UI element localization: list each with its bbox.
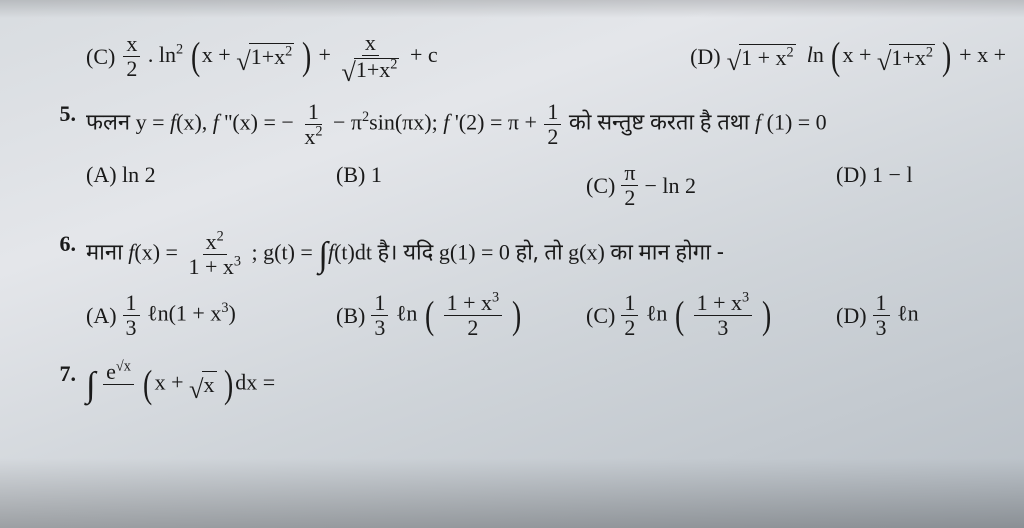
option-label: (C)	[586, 173, 615, 199]
option-label: (B)	[336, 162, 365, 187]
question-number: 5.	[40, 101, 86, 127]
bottom-shadow	[0, 458, 1024, 528]
q6-option-a: (A) 13 ℓn(1 + x3)	[86, 292, 336, 339]
option-label: (A)	[86, 303, 117, 329]
q5-options: (A) ln 2 (B) 1 (C) π2 − ln 2 (D) 1 − l	[86, 162, 1006, 209]
option-label: (D)	[690, 44, 721, 70]
q4-options-tail: (C) x2 . ln2 (x + √1+x2 ) + x √1+x2 + c …	[86, 32, 1006, 81]
question-number: 6.	[40, 231, 86, 257]
q4-option-c: (C) x2 . ln2 (x + √1+x2 ) + x √1+x2 + c	[86, 32, 438, 81]
option-text: 1 − l	[872, 162, 913, 187]
q7-stem: 7. ∫ e√x x (x + √x )dx =	[40, 361, 1006, 408]
q5-option-b: (B) 1	[336, 162, 586, 209]
q5-option-d: (D) 1 − l	[836, 162, 1024, 209]
q6-option-d: (D) 13 ℓn	[836, 292, 1024, 339]
q5-text: फलन y = f(x), f ''(x) = − 1x2 − π2sin(πx…	[86, 101, 827, 148]
q6-text: माना f(x) = x21 + x3 ; g(t) = ∫f(t)dt है…	[86, 231, 724, 278]
option-label: (C)	[86, 44, 115, 70]
option-label: (B)	[336, 303, 365, 329]
option-math: 13 ℓn	[871, 292, 919, 339]
q6-options: (A) 13 ℓn(1 + x3) (B) 13 ℓn ( 1 + x32 ) …	[86, 292, 1006, 339]
option-math: 13 ℓn ( 1 + x32 )	[369, 292, 523, 339]
option-math: π2	[619, 162, 640, 209]
option-label: (C)	[586, 303, 615, 329]
option-math: 13 ℓn(1 + x3)	[121, 292, 236, 339]
option-label: (D)	[836, 162, 867, 187]
q6-option-c: (C) 12 ℓn ( 1 + x33 )	[586, 292, 836, 339]
q4-option-d: (D) √1 + x2 ln (x + √1+x2 ) + x +	[690, 42, 1006, 71]
q5-option-c: (C) π2 − ln 2	[586, 162, 836, 209]
q6-option-b: (B) 13 ℓn ( 1 + x32 )	[336, 292, 586, 339]
q7-text: ∫ e√x x (x + √x )dx =	[86, 361, 275, 408]
math-expr: x2 . ln2 (x + √1+x2 ) + x √1+x2 + c	[121, 32, 437, 81]
q6-stem: 6. माना f(x) = x21 + x3 ; g(t) = ∫f(t)dt…	[40, 231, 1006, 278]
q5-option-a: (A) ln 2	[86, 162, 336, 209]
math-expr: √1 + x2 ln (x + √1+x2 ) + x +	[727, 42, 1006, 71]
question-number: 7.	[40, 361, 86, 387]
option-text: 1	[371, 162, 382, 187]
option-label: (D)	[836, 303, 867, 329]
exam-page: (C) x2 . ln2 (x + √1+x2 ) + x √1+x2 + c …	[0, 0, 1024, 418]
option-math: 12 ℓn ( 1 + x33 )	[619, 292, 773, 339]
option-text: − ln 2	[644, 173, 696, 199]
q5-stem: 5. फलन y = f(x), f ''(x) = − 1x2 − π2sin…	[40, 101, 1006, 148]
option-text: ln 2	[122, 162, 156, 187]
option-label: (A)	[86, 162, 117, 187]
